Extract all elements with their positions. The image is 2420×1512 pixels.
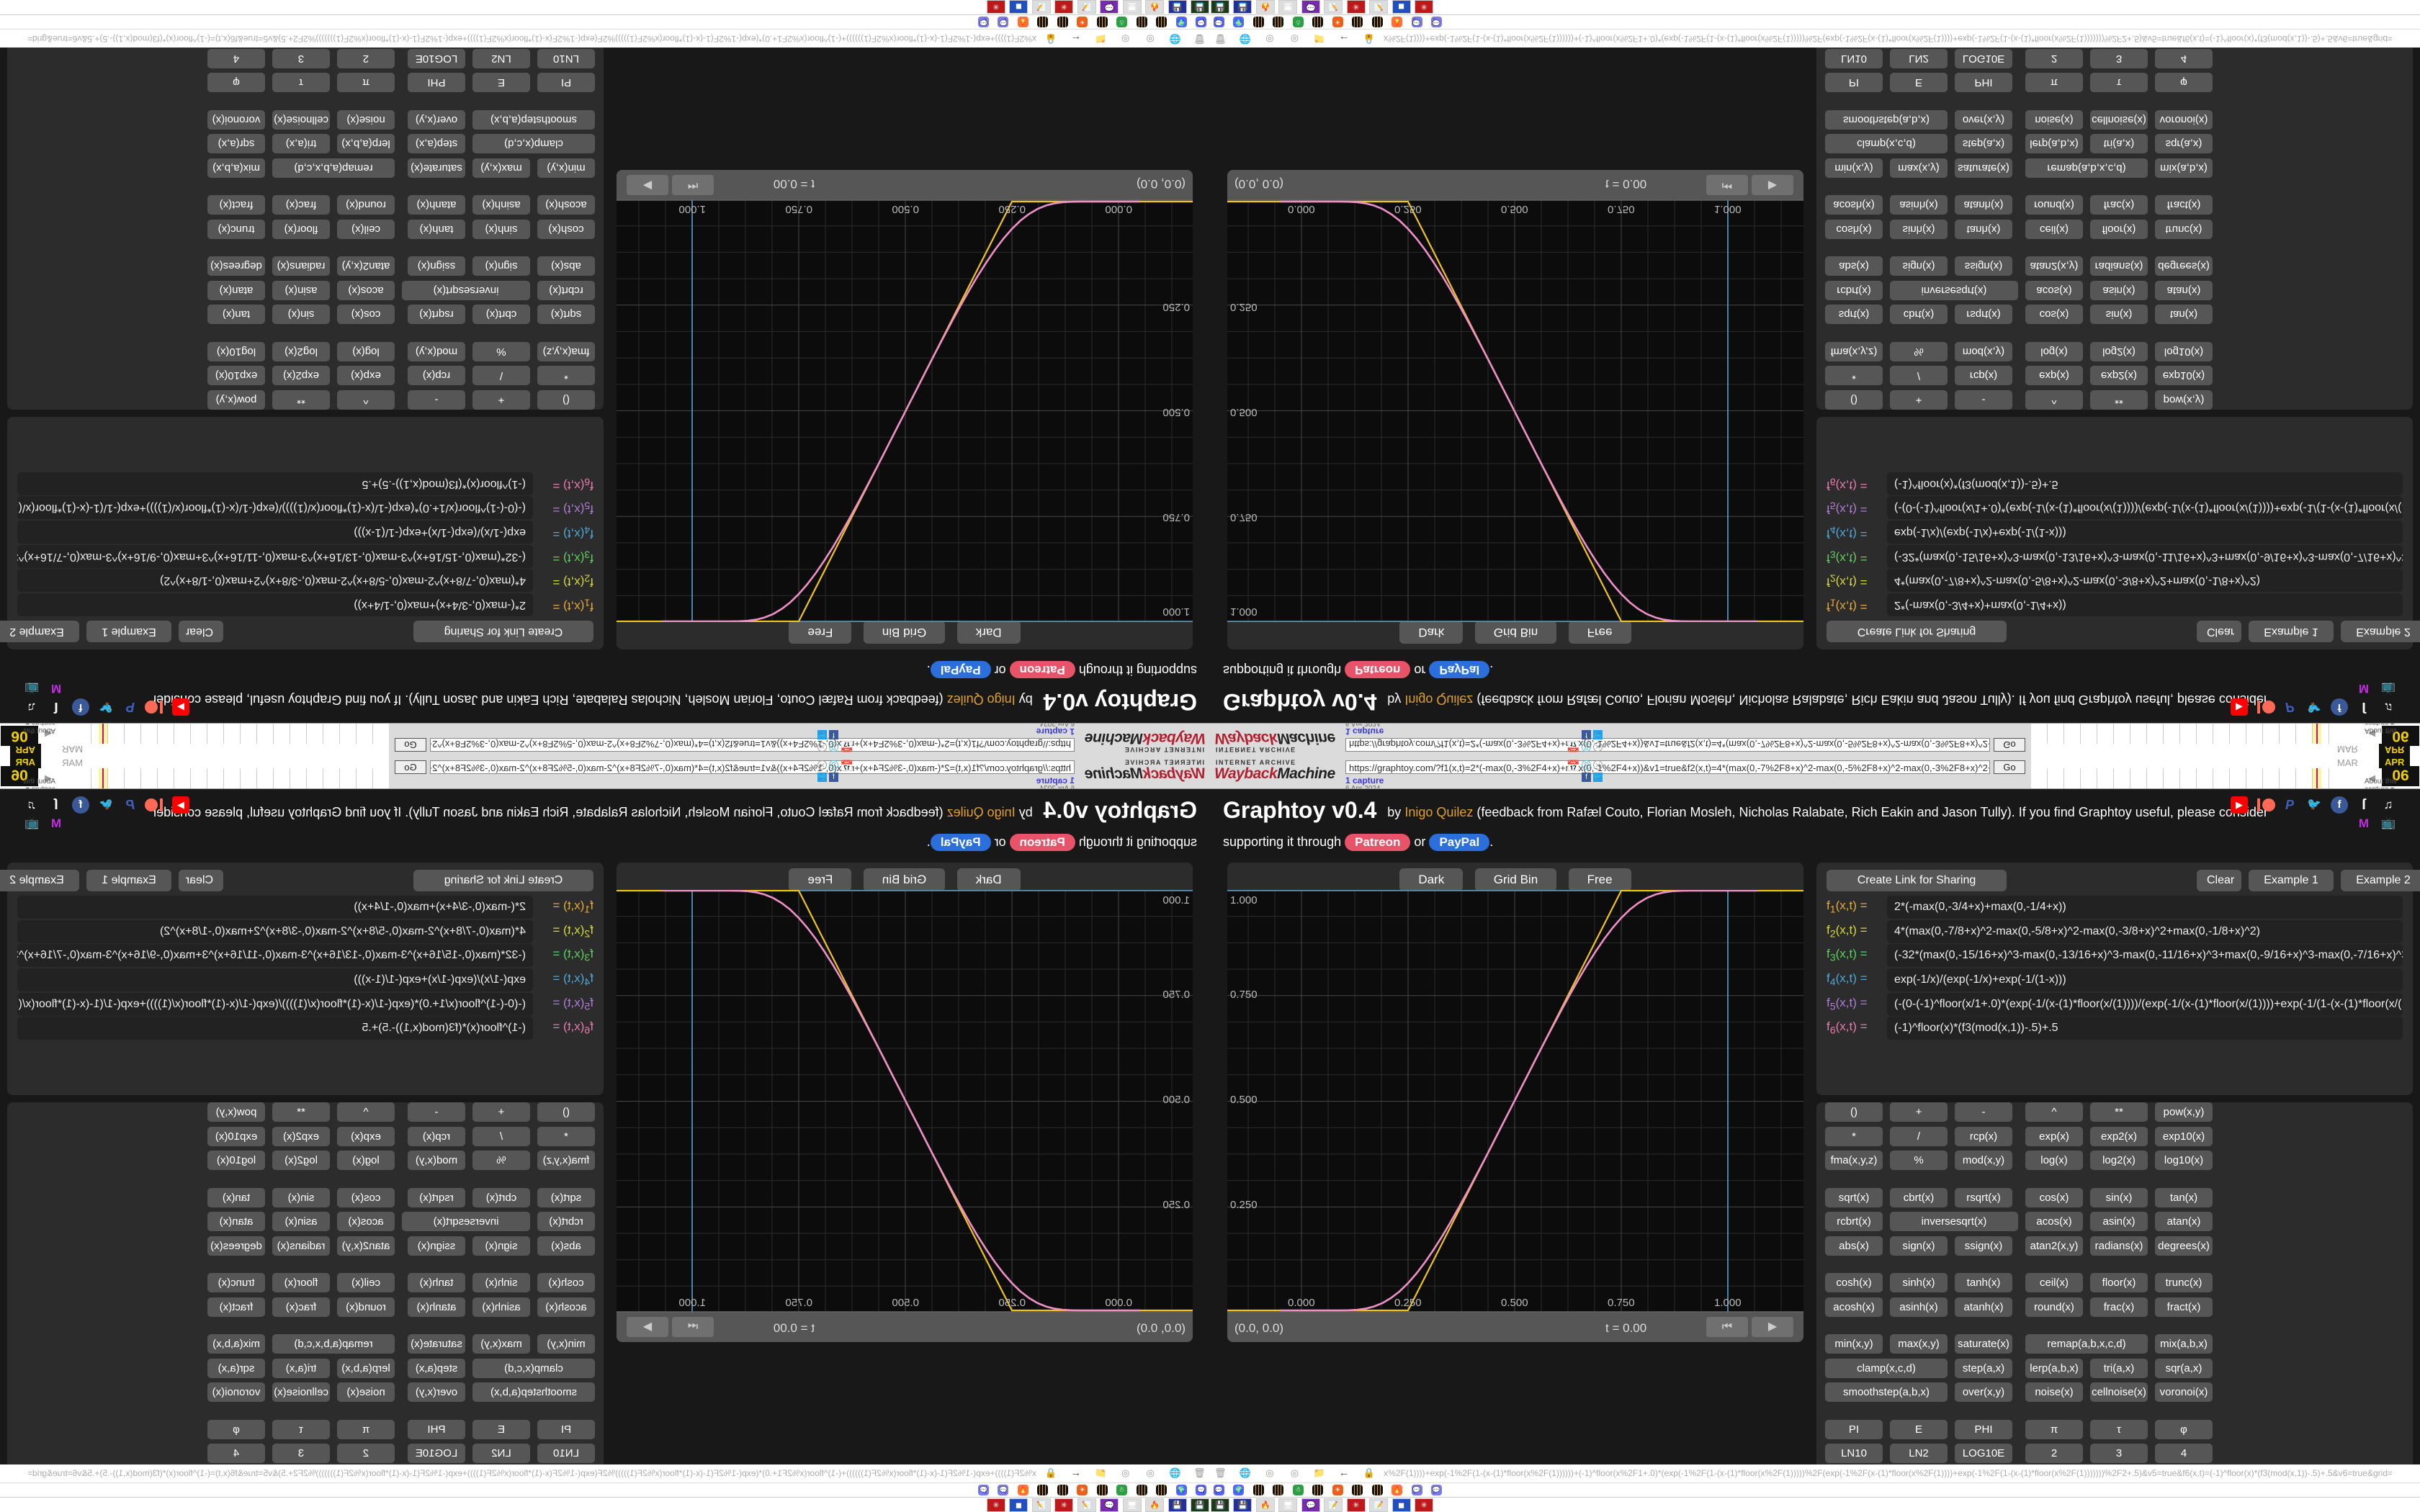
svg-text:0.000: 0.000: [1288, 1297, 1315, 1309]
svg-text:0.250: 0.250: [1230, 1199, 1258, 1211]
svg-text:0.250: 0.250: [998, 203, 1026, 215]
svg-text:0.250: 0.250: [1394, 203, 1422, 215]
svg-text:0.500: 0.500: [1162, 1094, 1190, 1106]
svg-text:0.000: 0.000: [1288, 203, 1315, 215]
svg-text:0.500: 0.500: [892, 203, 919, 215]
svg-text:0.500: 0.500: [1501, 1297, 1528, 1309]
svg-text:1.000: 1.000: [1230, 894, 1258, 906]
svg-text:0.250: 0.250: [1162, 301, 1190, 313]
svg-text:1.000: 1.000: [1714, 203, 1742, 215]
svg-text:0.250: 0.250: [1162, 1199, 1190, 1211]
svg-text:0.000: 0.000: [1105, 203, 1132, 215]
svg-text:0.250: 0.250: [998, 1297, 1026, 1309]
svg-text:0.500: 0.500: [1162, 406, 1190, 418]
svg-text:1.000: 1.000: [1714, 1297, 1742, 1309]
svg-text:0.750: 0.750: [1162, 989, 1190, 1001]
svg-text:0.500: 0.500: [1501, 203, 1528, 215]
svg-text:1.000: 1.000: [1162, 894, 1190, 906]
svg-text:1.000: 1.000: [678, 203, 706, 215]
svg-text:0.750: 0.750: [1608, 203, 1635, 215]
svg-text:0.000: 0.000: [1105, 1297, 1132, 1309]
svg-text:0.500: 0.500: [1230, 1094, 1258, 1106]
svg-text:0.750: 0.750: [1162, 511, 1190, 523]
svg-text:0.750: 0.750: [1608, 1297, 1635, 1309]
svg-text:0.750: 0.750: [1230, 511, 1258, 523]
svg-text:0.750: 0.750: [1230, 989, 1258, 1001]
svg-text:0.750: 0.750: [785, 203, 812, 215]
svg-text:0.250: 0.250: [1394, 1297, 1422, 1309]
svg-text:0.500: 0.500: [892, 1297, 919, 1309]
svg-text:1.000: 1.000: [678, 1297, 706, 1309]
svg-text:1.000: 1.000: [1230, 606, 1258, 618]
svg-text:0.500: 0.500: [1230, 406, 1258, 418]
svg-text:1.000: 1.000: [1162, 606, 1190, 618]
svg-text:0.250: 0.250: [1230, 301, 1258, 313]
svg-text:0.750: 0.750: [785, 1297, 812, 1309]
